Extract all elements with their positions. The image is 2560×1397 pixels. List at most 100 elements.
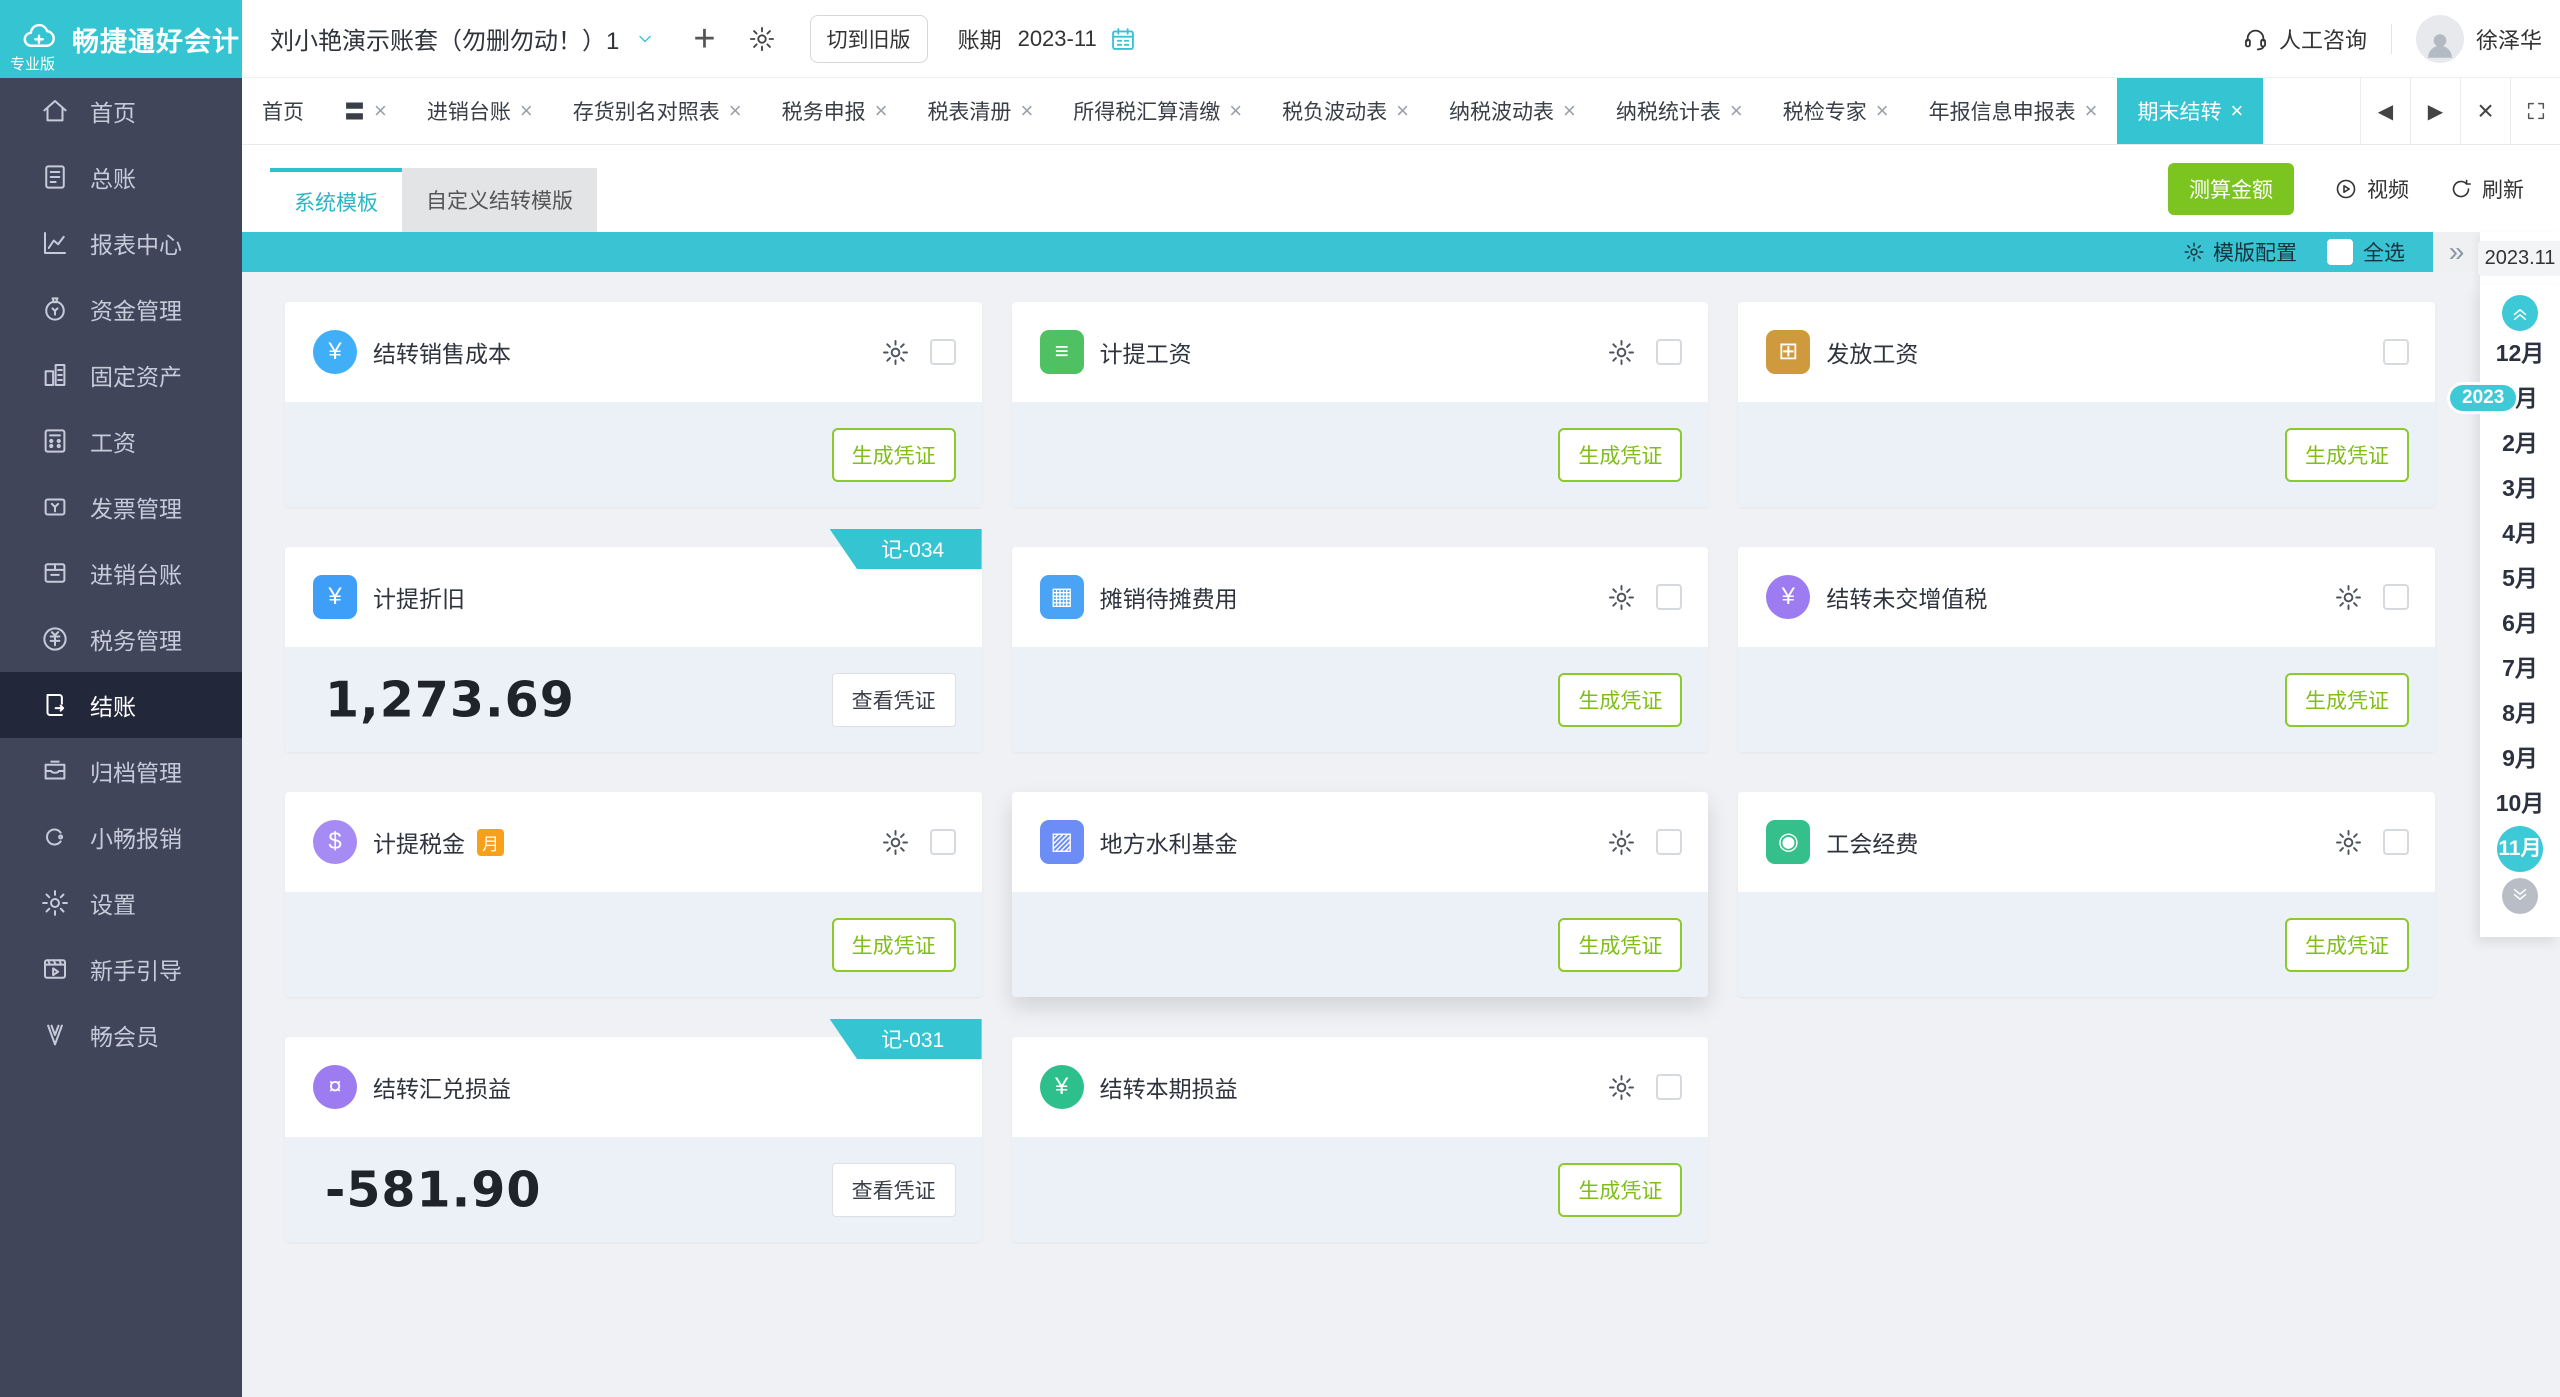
card-settings-gear-icon[interactable] [2334,828,2363,857]
subtab-custom-carryover-template[interactable]: 自定义结转模版 [402,168,597,232]
generate-voucher-button[interactable]: 生成凭证 [831,917,956,972]
month-item[interactable]: 6月 [2502,610,2538,636]
month-item-active[interactable]: 11月 [2497,826,2543,872]
card-checkbox[interactable] [1656,584,1683,610]
close-tab-icon[interactable]: × [728,98,742,123]
card-checkbox[interactable] [1656,829,1683,855]
template-config-gear-icon[interactable] [2183,241,2205,263]
card-settings-gear-icon[interactable] [881,338,910,367]
template-config-button[interactable]: 模版配置 [2213,242,2297,265]
sidebar-item-invoice-management[interactable]: 发票管理 [0,474,242,540]
tab-tax-fluctuation[interactable]: 纳税波动表 × [1449,98,1576,125]
generate-voucher-button[interactable]: 生成凭证 [1558,1162,1683,1217]
card-settings-gear-icon[interactable] [2334,583,2363,612]
close-all-tabs-button[interactable]: × [2460,78,2510,144]
generate-voucher-button[interactable]: 生成凭证 [1558,427,1683,482]
card-checkbox[interactable] [1656,339,1683,365]
generate-voucher-button[interactable]: 生成凭证 [831,427,956,482]
period-value[interactable]: 2023-11 [1017,25,1097,51]
refresh-button[interactable]: 刷新 [2449,174,2524,204]
switch-old-version-button[interactable]: 切到旧版 [809,14,928,63]
sidebar-item-settings[interactable]: 设置 [0,870,242,936]
sidebar-item-purchase-sales-ledger[interactable]: 进销台账 [0,540,242,606]
sidebar-item-tax-management[interactable]: 税务管理 [0,606,242,672]
close-tab-icon[interactable]: × [1229,98,1243,123]
close-tab-icon[interactable]: × [2084,98,2098,123]
sidebar-item-home[interactable]: 首页 [0,78,242,144]
calendar-icon[interactable] [1109,25,1137,53]
month-item[interactable]: 12月 [2495,340,2545,366]
tab-purchase-sales-ledger[interactable]: 进销台账 × [426,98,533,125]
card-checkbox[interactable] [1656,1074,1683,1100]
close-tab-icon[interactable]: × [1875,98,1889,123]
tab-tax-form-list[interactable]: 税表清册 × [927,98,1034,125]
card-checkbox[interactable] [2383,829,2409,855]
scroll-months-down-button[interactable] [2502,878,2538,914]
tab-period-end-carryover[interactable]: 期末结转 × [2117,78,2264,144]
topbar-settings-gear-icon[interactable] [748,25,776,53]
month-item[interactable]: 3月 [2502,475,2538,501]
card-settings-gear-icon[interactable] [881,828,910,857]
sidebar-item-general-ledger[interactable]: 总账 [0,144,242,210]
card-checkbox[interactable] [929,829,956,855]
month-item[interactable]: 9月 [2502,745,2538,771]
collapse-timeline-button[interactable]: » [2433,232,2480,272]
tab-tax-declaration[interactable]: 税务申报 × [781,98,888,125]
close-tab-icon[interactable]: × [874,98,888,123]
sidebar-item-xiaochang-reimburse[interactable]: 小畅报销 [0,804,242,870]
card-checkbox[interactable] [2383,339,2409,365]
tab-income-tax-settlement[interactable]: 所得税汇算清缴 × [1073,98,1243,125]
sidebar-item-chang-member[interactable]: 畅会员 [0,1002,242,1068]
month-item[interactable]: 2月 [2502,430,2538,456]
fullscreen-button[interactable] [2510,78,2560,144]
generate-voucher-button[interactable]: 生成凭证 [1558,917,1683,972]
tab-home[interactable]: 首页 [262,101,304,124]
card-settings-gear-icon[interactable] [1607,338,1636,367]
view-voucher-button[interactable]: 查看凭证 [831,1162,956,1217]
tab-inventory-alias-table[interactable]: 存货别名对照表 × [572,98,742,125]
tab-tax-statistics[interactable]: 纳税统计表 × [1615,98,1743,125]
month-item[interactable]: 10月 [2495,790,2545,816]
card-checkbox[interactable] [929,339,956,365]
month-item[interactable]: 7月 [2502,655,2538,681]
month-item[interactable]: 8月 [2502,700,2538,726]
tab-annual-report-form[interactable]: 年报信息申报表 × [1928,98,2098,125]
add-account-set-button[interactable]: + [693,17,716,60]
select-all-checkbox[interactable] [2327,239,2353,265]
close-tab-icon[interactable]: × [2230,98,2244,123]
month-item[interactable]: 5月 [2502,565,2538,591]
manual-support-button[interactable]: 人工咨询 [2242,23,2367,55]
scroll-months-up-button[interactable] [2502,295,2538,331]
close-tab-icon[interactable]: × [374,98,387,123]
calculate-amount-button[interactable]: 测算金额 [2168,162,2294,215]
card-settings-gear-icon[interactable] [1607,1073,1636,1102]
generate-voucher-button[interactable]: 生成凭证 [2285,672,2409,727]
card-settings-gear-icon[interactable] [1607,828,1636,857]
close-tab-icon[interactable]: × [1729,98,1743,123]
generate-voucher-button[interactable]: 生成凭证 [1558,672,1683,727]
sidebar-item-archive-management[interactable]: 归档管理 [0,738,242,804]
close-tab-icon[interactable]: × [1020,98,1034,123]
sidebar-item-fund-management[interactable]: 资金管理 [0,276,242,342]
tab-tax-inspection-expert[interactable]: 税检专家 × [1782,98,1889,125]
sidebar-item-closing[interactable]: 结账 [0,672,242,738]
scroll-tabs-right-button[interactable]: ▶ [2410,78,2460,144]
video-button[interactable]: 视频 [2334,174,2409,204]
scroll-tabs-left-button[interactable]: ◀ [2360,78,2410,144]
close-tab-icon[interactable]: × [1396,98,1410,123]
close-tab-icon[interactable]: × [519,98,533,123]
subtab-system-template[interactable]: 系统模板 [270,168,402,232]
avatar[interactable] [2415,14,2464,63]
month-item[interactable]: 4月 [2502,520,2538,546]
card-checkbox[interactable] [2383,584,2409,610]
close-tab-icon[interactable]: × [1563,98,1576,123]
tab-tax-burden-fluctuation[interactable]: 税负波动表 × [1282,98,1410,125]
view-voucher-button[interactable]: 查看凭证 [831,672,956,727]
sidebar-item-beginner-guide[interactable]: 新手引导 [0,936,242,1002]
sidebar-item-report-center[interactable]: 报表中心 [0,210,242,276]
account-set-selector[interactable]: 刘小艳演示账套（勿删勿动！）1 [270,21,655,56]
generate-voucher-button[interactable]: 生成凭证 [2285,427,2409,482]
generate-voucher-button[interactable]: 生成凭证 [2285,917,2409,972]
card-settings-gear-icon[interactable] [1607,583,1636,612]
sidebar-item-salary[interactable]: 工资 [0,408,242,474]
